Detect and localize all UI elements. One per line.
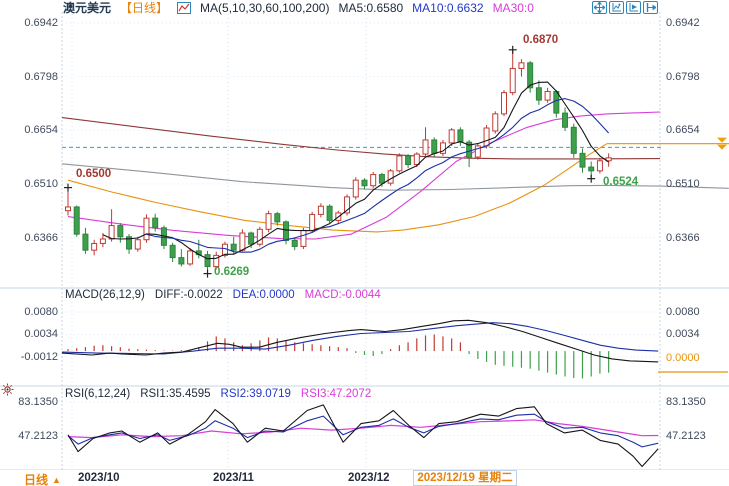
x-axis-label: 2023/12 [348,472,390,484]
time-axis-bar: 日线 ▲ 2023/10 2023/11 2023/12 2023/12/19 … [0,470,729,486]
rsi2-value: RSI2:39.0719 [220,388,291,400]
main-y-label-right: 0.6366 [666,231,700,244]
ma10-value: MA10:0.6632 [412,0,484,15]
ma-indicator-icon[interactable] [177,1,192,14]
period-tag: 【日线】 [120,1,169,15]
annotation-low: 0.6269 [214,266,250,278]
annotation-high: 0.6870 [523,34,559,46]
macd-y-label-left: 0.0080 [24,305,58,318]
current-date-badge[interactable]: 2023/12/19 星期二 [413,470,517,486]
chevron-up-icon: ▲ [52,474,61,485]
period-tab-label: 日线 [24,473,49,486]
main-y-label-left: 0.6798 [24,70,58,83]
main-y-label-right: 0.6798 [666,70,700,83]
macd-macd-value: MACD:-0.0044 [304,289,381,301]
main-y-label-left: 0.6942 [24,17,58,29]
crosshair-icon[interactable] [592,1,607,14]
main-y-label-left: 0.6654 [24,124,58,137]
macd-header: MACD(26,12,9) DIFF:-0.0022 DEA:0.0000 MA… [65,289,381,301]
macd-title: MACD(26,12,9) [65,289,145,301]
macd-y-label-left: -0.0012 [20,350,58,363]
rsi-title: RSI(6,12,24) [65,388,131,400]
axis-zoom-icon[interactable] [609,1,624,14]
macd-y-label-right: 0.0080 [666,305,700,318]
rsi-y-label-left: 47.2123 [18,429,58,442]
chart-header: 澳元美元 【日线】 MA(5,10,30,60,100,200) MA5:0.6… [63,0,534,16]
macd-diff-value: DIFF:-0.0022 [154,289,223,301]
macd-dea-value: DEA:0.0000 [232,289,295,301]
annotation-start-high: 0.6500 [76,168,112,180]
rsi-y-label-right: 83.1350 [666,395,706,408]
page-forward-icon[interactable] [643,1,658,14]
main-y-label-left: 0.6510 [24,177,58,190]
chart-toolbar [592,1,658,14]
main-y-label-right: 0.6510 [666,177,700,190]
rsi-y-label-left: 83.1350 [18,395,58,408]
main-y-label-right: 0.6654 [666,124,700,137]
ma30-value: MA30:0 [492,0,534,15]
macd-y-label-right: 0.0034 [666,328,700,341]
annotation-recent-low: 0.6524 [603,176,639,188]
period-tab[interactable]: 日线 ▲ [24,471,61,486]
rsi3-value: RSI3:47.2072 [300,388,372,400]
x-axis-label: 2023/10 [78,472,120,484]
main-y-label-right: 0.6942 [666,17,700,29]
macd-y-label-right: 0.0000 [666,352,700,364]
indicator-settings-sun-icon[interactable] [1,383,14,401]
axis-play-icon[interactable] [626,1,641,14]
ma5-value: MA5:0.6580 [338,0,404,15]
ma-settings-label: MA(5,10,30,60,100,200) [200,0,330,15]
rsi-y-label-right: 47.2123 [666,429,706,442]
rsi1-value: RSI1:35.4595 [140,388,211,400]
macd-y-label-left: 0.0034 [24,328,58,341]
symbol-name: 澳元美元 [63,1,112,15]
rsi-header: RSI(6,12,24) RSI1:35.4595 RSI2:39.0719 R… [65,388,371,400]
x-axis-label: 2023/11 [213,472,254,484]
main-y-label-left: 0.6366 [24,231,58,244]
